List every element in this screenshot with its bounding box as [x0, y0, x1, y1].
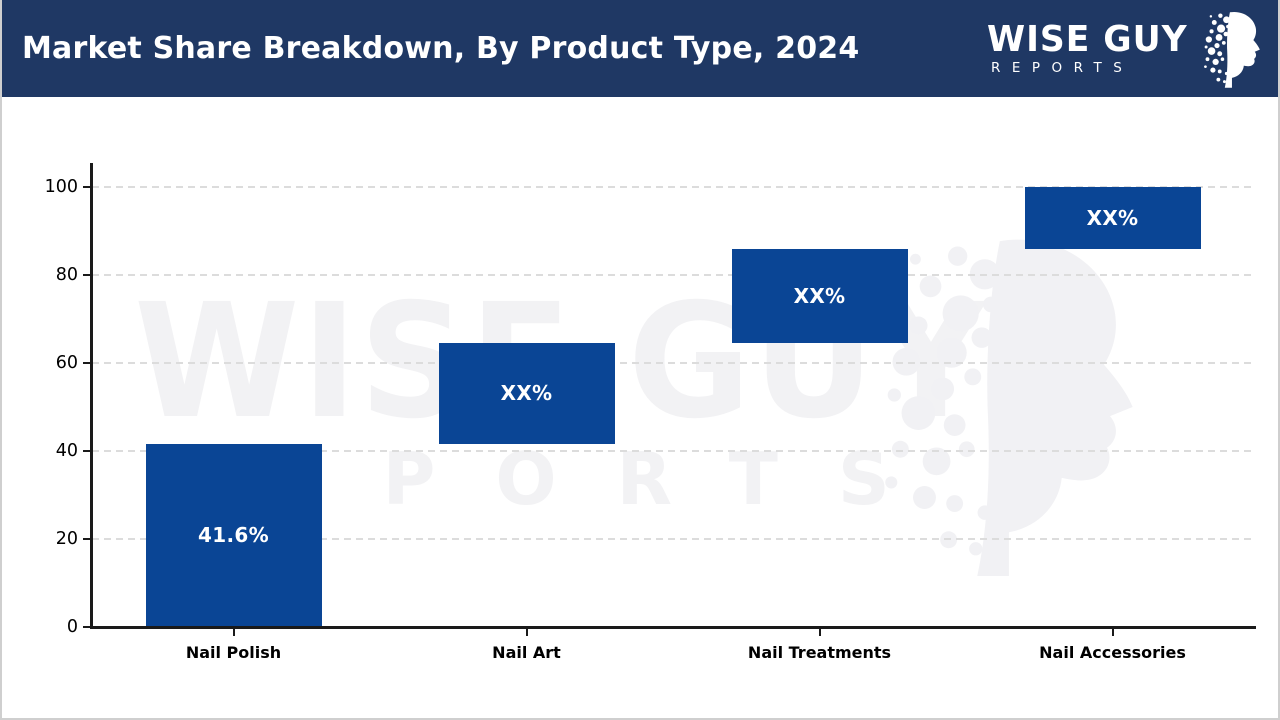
- gridline-100: [92, 186, 1255, 188]
- gridline-40: [92, 450, 1255, 452]
- wiseguy-head-icon: [1200, 8, 1268, 90]
- bar-value-label-nail-polish: 41.6%: [198, 523, 269, 548]
- y-tick-label-0: 0: [66, 617, 78, 637]
- x-category-label-nail-treatments: Nail Treatments: [747, 643, 892, 662]
- logo-wordmark: WISE GUY REPORTS: [986, 18, 1196, 76]
- x-tick-mark-nail-polish: [232, 628, 235, 636]
- x-tick-mark-nail-accessories: [1111, 628, 1114, 636]
- y-tick-mark-40: [83, 450, 91, 452]
- y-tick-mark-100: [83, 186, 91, 188]
- wiseguy-logo: WISE GUY REPORTS: [987, 8, 1268, 90]
- bar-value-label-nail-treatments: XX%: [793, 283, 846, 308]
- y-axis-spine: [90, 163, 93, 629]
- x-tick-mark-nail-treatments: [818, 628, 821, 636]
- bar-nail-treatments: XX%: [731, 248, 908, 343]
- y-tick-mark-80: [83, 274, 91, 276]
- x-category-label-nail-polish: Nail Polish: [185, 643, 282, 662]
- watermark-head-icon: [867, 223, 1169, 585]
- y-tick-label-40: 40: [55, 441, 78, 461]
- page-title: Market Share Breakdown, By Product Type,…: [22, 31, 860, 66]
- gridline-60: [92, 362, 1255, 364]
- logo-line2: REPORTS: [990, 59, 1134, 76]
- y-tick-mark-0: [83, 626, 91, 628]
- chart-area: WISE GUY REPORTS 41.6%XX%XX%XX% 02040608…: [2, 97, 1278, 718]
- x-tick-mark-nail-art: [525, 628, 528, 636]
- bar-nail-polish: 41.6%: [145, 443, 322, 627]
- bar-nail-accessories: XX%: [1024, 187, 1201, 249]
- bar-value-label-nail-accessories: XX%: [1086, 205, 1139, 230]
- logo-line1: WISE GUY: [986, 18, 1188, 60]
- y-tick-label-80: 80: [55, 265, 78, 285]
- y-tick-mark-60: [83, 362, 91, 364]
- gridline-20: [92, 538, 1255, 540]
- gridline-80: [92, 274, 1255, 276]
- x-axis-spine: [90, 626, 1256, 629]
- y-tick-label-100: 100: [44, 177, 78, 197]
- y-tick-mark-20: [83, 538, 91, 540]
- x-category-label-nail-art: Nail Art: [492, 643, 561, 662]
- y-tick-label-60: 60: [55, 353, 78, 373]
- header-bar: Market Share Breakdown, By Product Type,…: [2, 0, 1278, 97]
- x-category-label-nail-accessories: Nail Accessories: [1039, 643, 1186, 662]
- bar-value-label-nail-art: XX%: [500, 381, 553, 406]
- y-tick-label-20: 20: [55, 529, 78, 549]
- bar-nail-art: XX%: [438, 342, 615, 444]
